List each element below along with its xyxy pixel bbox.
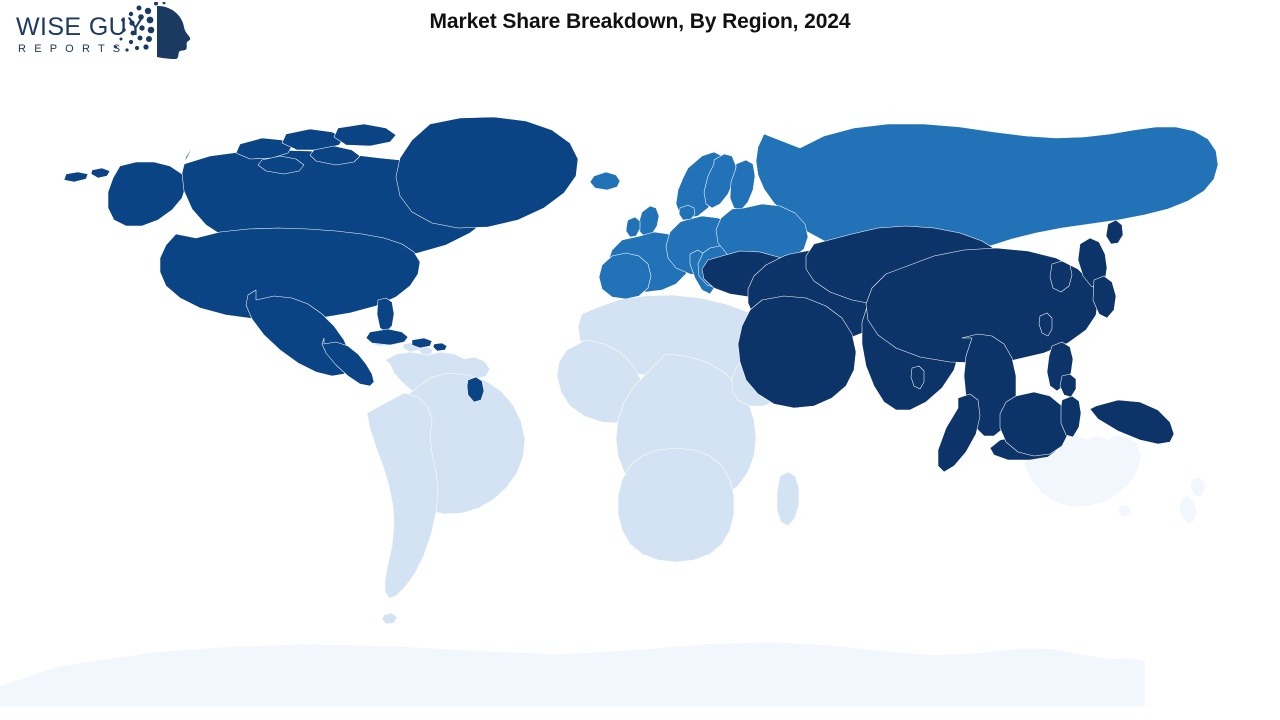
- logo-text-primary: WISE GUY: [16, 13, 144, 41]
- region-asia-pacific-middle-east[interactable]: [702, 220, 1174, 472]
- wise-guy-reports-logo[interactable]: WISE GUY R E P O R T S: [8, 2, 198, 60]
- region-south-america-africa[interactable]: [367, 295, 799, 624]
- logo-text-secondary: R E P O R T S: [18, 43, 123, 55]
- world-choropleth-map[interactable]: [0, 48, 1280, 720]
- page-header: WISE GUY R E P O R T S Market Share Brea…: [0, 0, 1280, 62]
- page-title: Market Share Breakdown, By Region, 2024: [429, 10, 851, 33]
- region-north-america[interactable]: [64, 117, 578, 402]
- logo-head-icon: [114, 2, 191, 59]
- region-rest-of-world[interactable]: [0, 432, 1205, 707]
- world-map-container: [0, 48, 1280, 720]
